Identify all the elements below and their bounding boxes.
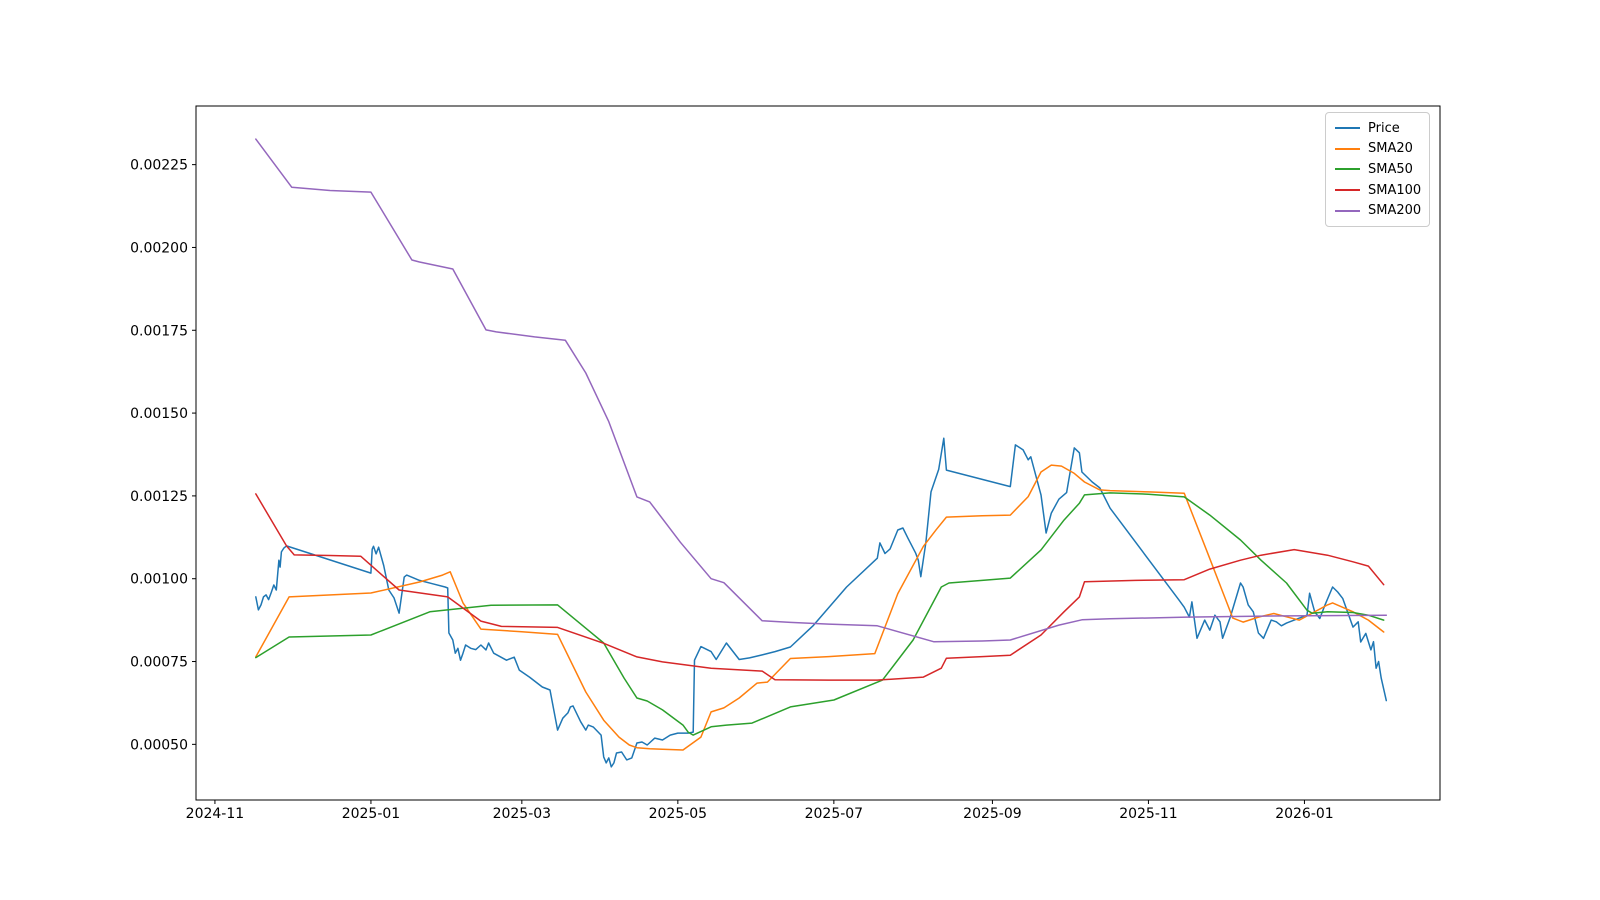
legend-label: Price bbox=[1368, 120, 1400, 136]
legend-entry-price: Price bbox=[1335, 118, 1421, 139]
x-tick-label: 2025-05 bbox=[649, 806, 708, 822]
x-tick-label: 2025-01 bbox=[342, 806, 401, 822]
legend: Price SMA20 SMA50 SMA100 SMA200 bbox=[1325, 112, 1431, 227]
x-tick-label: 2025-09 bbox=[963, 806, 1022, 822]
legend-entry-sma50: SMA50 bbox=[1335, 159, 1421, 180]
legend-line-swatch bbox=[1335, 209, 1360, 212]
series-line-sma20 bbox=[255, 464, 1385, 751]
legend-label: SMA200 bbox=[1368, 203, 1422, 219]
legend-line-swatch bbox=[1335, 168, 1360, 171]
legend-label: SMA50 bbox=[1368, 161, 1413, 177]
x-tick-label: 2026-01 bbox=[1275, 806, 1334, 822]
legend-entry-sma20: SMA20 bbox=[1335, 139, 1421, 160]
y-tick-label: 0.00075 bbox=[130, 655, 188, 671]
legend-label: SMA100 bbox=[1368, 182, 1422, 198]
series-line-sma50 bbox=[255, 492, 1385, 736]
legend-entry-sma200: SMA200 bbox=[1335, 200, 1421, 221]
series-line-sma200 bbox=[255, 138, 1388, 643]
y-tick-label: 0.00050 bbox=[130, 737, 188, 753]
legend-line-swatch bbox=[1335, 147, 1360, 150]
x-tick-label: 2025-11 bbox=[1119, 806, 1178, 822]
y-tick-label: 0.00150 bbox=[130, 406, 188, 422]
y-tick-label: 0.00175 bbox=[130, 323, 188, 339]
y-tick-label: 0.00100 bbox=[130, 572, 188, 588]
legend-entry-sma100: SMA100 bbox=[1335, 180, 1421, 201]
x-tick-label: 2024-11 bbox=[186, 806, 245, 822]
y-tick-label: 0.00125 bbox=[130, 489, 188, 505]
x-tick-label: 2025-03 bbox=[493, 806, 552, 822]
legend-line-swatch bbox=[1335, 127, 1360, 130]
axes-frame bbox=[195, 105, 1441, 801]
series-line-sma100 bbox=[255, 493, 1385, 681]
y-tick-label: 0.00200 bbox=[130, 240, 188, 256]
y-tick-label: 0.00225 bbox=[130, 158, 188, 174]
x-tick-label: 2025-07 bbox=[805, 806, 864, 822]
legend-label: SMA20 bbox=[1368, 141, 1413, 157]
series-line-price bbox=[255, 437, 1388, 768]
legend-line-swatch bbox=[1335, 189, 1360, 192]
